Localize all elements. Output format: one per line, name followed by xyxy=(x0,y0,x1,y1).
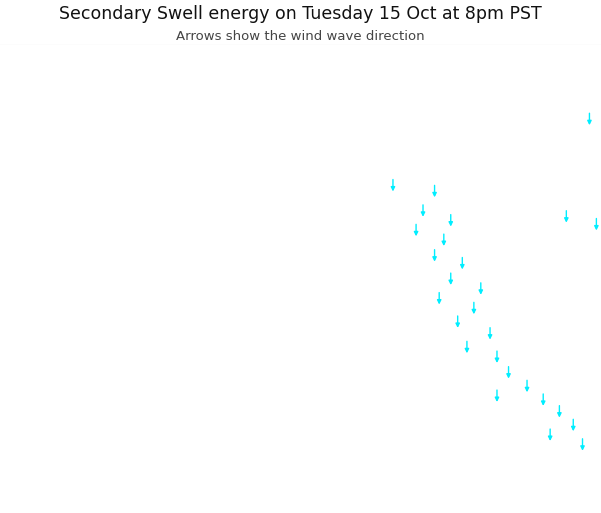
Text: Arrows show the wind wave direction: Arrows show the wind wave direction xyxy=(176,30,425,43)
Text: Secondary Swell energy on Tuesday 15 Oct at 8pm PST: Secondary Swell energy on Tuesday 15 Oct… xyxy=(59,5,542,23)
